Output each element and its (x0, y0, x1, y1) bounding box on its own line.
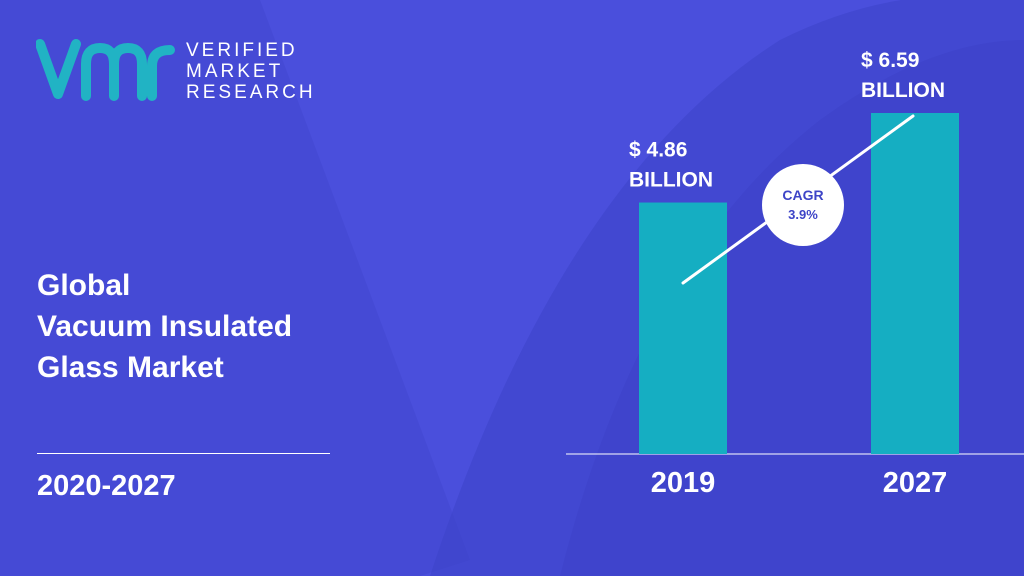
cagr-value: 3.9% (788, 207, 818, 222)
title-line-1: Global (37, 269, 131, 302)
x-tick-label-2019: 2019 (651, 467, 716, 499)
cagr-badge (762, 164, 844, 246)
brand-line-1: VERIFIED (186, 40, 298, 61)
cagr-label: CAGR (782, 187, 823, 203)
value-label-2027-line2: BILLION (861, 79, 945, 102)
bar-2019 (639, 202, 727, 454)
report-title: Global Vacuum Insulated Glass Market (37, 265, 292, 388)
x-tick-label-2027: 2027 (883, 467, 948, 499)
bar-2027 (871, 113, 959, 454)
brand-line-3: RESEARCH (186, 82, 316, 103)
title-line-2: Vacuum Insulated (37, 310, 293, 343)
title-divider (37, 453, 330, 454)
title-line-3: Glass Market (37, 351, 224, 384)
value-label-2019-line1: $ 4.86 (629, 139, 687, 162)
forecast-period: 2020-2027 (37, 470, 176, 502)
brand-line-2: MARKET (186, 61, 284, 82)
value-label-2019-line2: BILLION (629, 169, 713, 192)
vmr-logo-icon (36, 39, 175, 101)
value-label-2027-line1: $ 6.59 (861, 49, 919, 72)
brand-name: VERIFIED MARKET RESEARCH (186, 40, 316, 103)
